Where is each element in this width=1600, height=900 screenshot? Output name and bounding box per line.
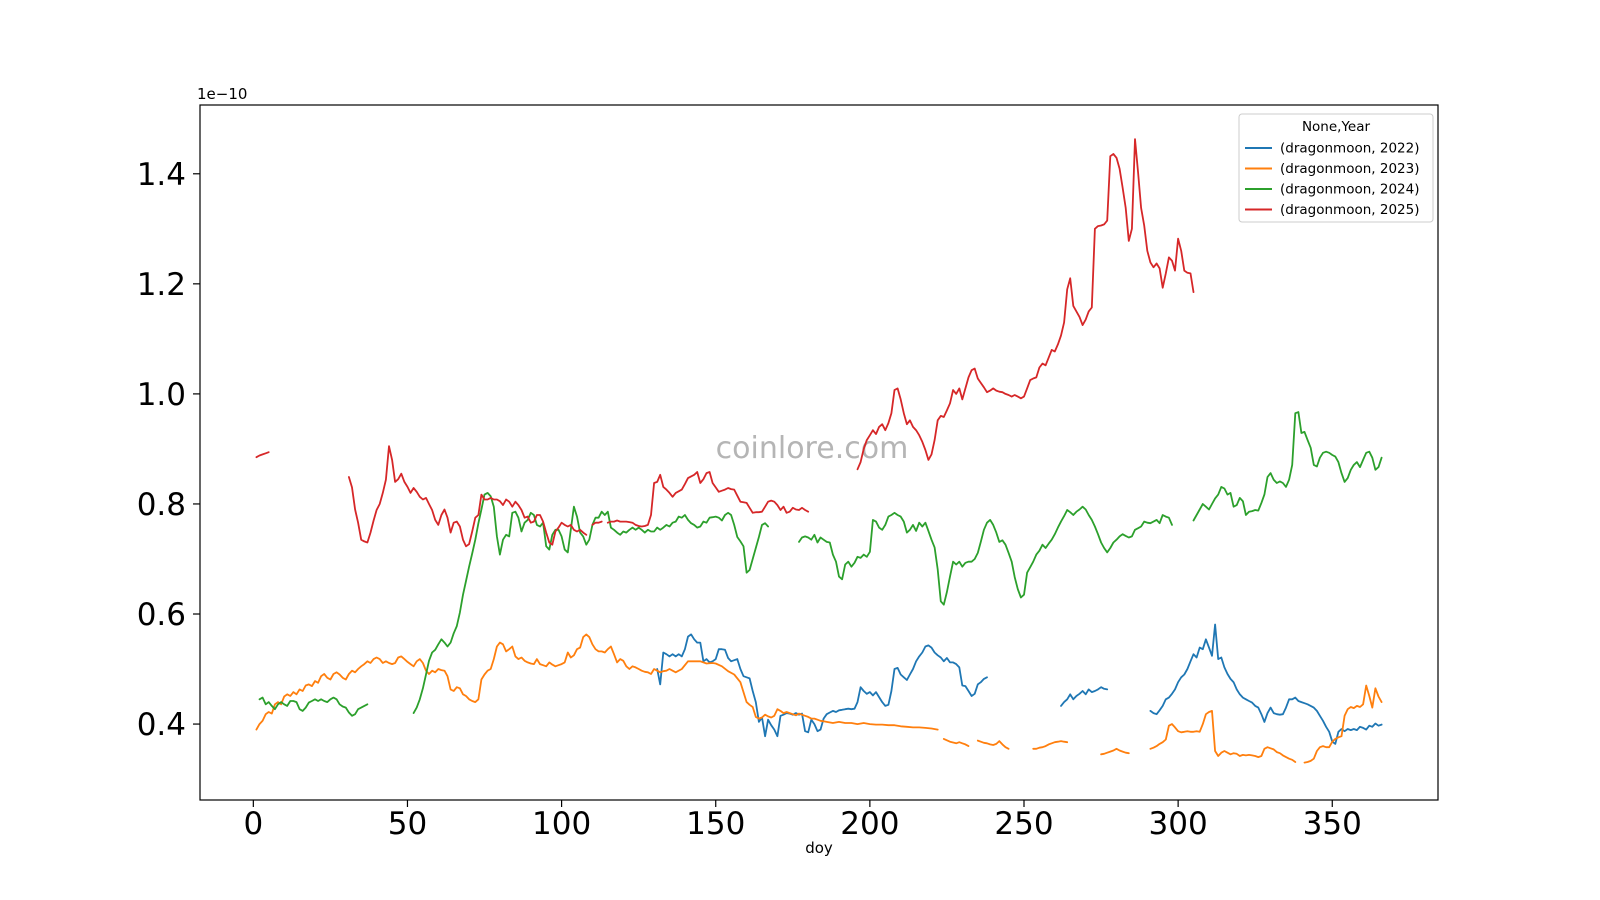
series-segment [347, 445, 588, 548]
series-segment [856, 138, 1195, 471]
y-axis-offset-label: 1e−10 [197, 85, 247, 103]
y-tick-label: 0.8 [137, 487, 186, 523]
x-tick-label: 250 [994, 806, 1053, 842]
x-tick-label: 100 [532, 806, 591, 842]
series-segment [591, 520, 603, 526]
x-tick-label: 150 [686, 806, 745, 842]
x-tick-label: 50 [388, 806, 427, 842]
legend: None,Year (dragonmoon, 2022)(dragonmoon,… [1238, 113, 1434, 223]
series-line-2025 [255, 138, 1195, 548]
x-tick-label: 200 [840, 806, 899, 842]
series-lines [255, 138, 1383, 764]
legend-title: None,Year [1302, 119, 1371, 135]
series-segment [255, 451, 270, 459]
series-segment [258, 696, 369, 717]
series-segment [1060, 686, 1109, 707]
series-line-2023 [255, 633, 1383, 764]
x-tick-label: 0 [243, 806, 263, 842]
series-segment [976, 739, 1010, 750]
watermark-text: coinlore.com [716, 431, 909, 466]
series-segment [656, 633, 988, 738]
y-tick-label: 0.6 [137, 597, 186, 633]
series-segment [1149, 710, 1297, 763]
series-segment [412, 491, 769, 714]
legend-box [1238, 113, 1434, 223]
series-segment [606, 471, 810, 528]
series-segment [1032, 740, 1069, 750]
y-tick-label: 1.0 [137, 377, 186, 413]
series-segment [1192, 411, 1383, 522]
y-tick-label: 1.4 [137, 157, 186, 193]
x-axis-label: doy [805, 839, 833, 857]
series-segment [798, 505, 1173, 606]
x-tick-label: 300 [1149, 806, 1208, 842]
y-axis-ticks: 0.4 0.6 0.8 1.0 1.2 1.4 [137, 157, 200, 743]
series-segment [1303, 684, 1383, 764]
legend-label-2024: (dragonmoon, 2024) [1280, 182, 1419, 198]
series-line-2022 [656, 623, 1383, 745]
series-segment [255, 633, 939, 731]
y-tick-label: 1.2 [137, 267, 186, 303]
series-segment [1149, 623, 1383, 745]
series-segment [1100, 747, 1130, 756]
legend-label-2025: (dragonmoon, 2025) [1280, 202, 1419, 218]
legend-entries: (dragonmoon, 2022) (dragonmoon, 2023) (dra… [1245, 141, 1419, 218]
legend-label-2023: (dragonmoon, 2023) [1280, 161, 1419, 177]
plot-frame [199, 104, 1439, 801]
x-tick-label: 350 [1303, 806, 1362, 842]
legend-label-2022: (dragonmoon, 2022) [1280, 141, 1419, 157]
y-tick-label: 0.4 [137, 707, 186, 743]
x-axis-ticks: 0 50 100 150 200 250 300 350 [243, 800, 1362, 842]
series-line-2024 [258, 411, 1383, 717]
series-segment [942, 738, 970, 747]
